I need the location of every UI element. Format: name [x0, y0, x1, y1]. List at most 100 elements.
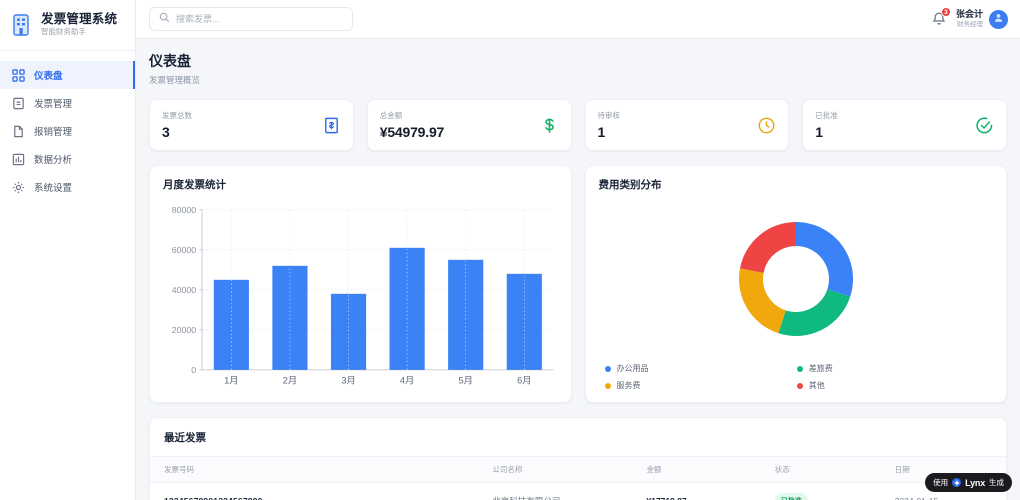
- dollar-sign-icon: [540, 116, 559, 135]
- legend-swatch: [796, 382, 803, 389]
- search-box[interactable]: [149, 7, 353, 32]
- sidebar-nav: 仪表盘 发票管理 报销管理: [0, 51, 135, 201]
- donut-slice: [739, 221, 796, 273]
- svg-text:5月: 5月: [459, 376, 473, 386]
- legend-label: 服务费: [616, 381, 641, 391]
- donut-legend: 办公用品 差旅费 服务费 其他: [599, 363, 994, 393]
- clock-icon: [757, 116, 776, 135]
- table-header-row: 发票号码 公司名称 金额 状态 日期: [150, 456, 1006, 484]
- legend-item-service-fee[interactable]: 服务费: [604, 380, 797, 391]
- sidebar: 发票管理系统 智能财务助手 仪表盘: [0, 0, 136, 500]
- legend-swatch: [604, 382, 611, 389]
- sidebar-item-label: 数据分析: [34, 155, 73, 166]
- topbar-right: 3 张会计 财务经理: [931, 7, 1008, 31]
- stat-card-total-amount[interactable]: 总金额 ¥54979.97: [366, 99, 572, 152]
- dashboard-content: 仪表盘 发票管理概览 发票总数 3: [136, 39, 1020, 500]
- donut-slice: [778, 289, 850, 336]
- sidebar-item-invoices[interactable]: 发票管理: [0, 89, 135, 117]
- lynx-logo-icon: [952, 478, 962, 487]
- legend-swatch: [604, 365, 611, 372]
- stat-card-total-invoices[interactable]: 发票总数 3: [149, 99, 354, 152]
- page-header: 仪表盘 发票管理概览: [149, 51, 1007, 86]
- bell-icon: [931, 12, 947, 31]
- user-role: 财务经理: [957, 21, 983, 29]
- stat-value: 1: [815, 124, 823, 141]
- column-header-status: 状态: [774, 456, 895, 484]
- watermark-prefix: 使用: [933, 478, 949, 487]
- stat-value: 3: [162, 124, 170, 141]
- svg-text:80000: 80000: [172, 205, 197, 215]
- cell-company: 北京科技有限公司: [492, 483, 646, 500]
- legend-label: 办公用品: [616, 364, 649, 374]
- user-menu[interactable]: 张会计 财务经理: [956, 9, 1008, 29]
- lynx-watermark: 使用 Lynx 生成: [925, 473, 1012, 492]
- cell-status: 已批准: [774, 483, 895, 500]
- legend-swatch: [796, 365, 803, 372]
- bar: [213, 280, 249, 371]
- invoice-icon: [12, 97, 25, 110]
- brand-title: 发票管理系统: [41, 12, 118, 26]
- search-input[interactable]: [176, 14, 343, 25]
- watermark-suffix: 生成: [989, 478, 1004, 487]
- sidebar-item-label: 仪表盘: [34, 71, 63, 82]
- search-icon: [159, 10, 170, 28]
- sidebar-item-label: 报销管理: [34, 127, 73, 138]
- svg-text:2月: 2月: [283, 376, 297, 386]
- chart-panels: 月度发票统计 0 20000 40000 60000 80000 1月 2月 3月 4月 5月 6月…: [149, 165, 1007, 404]
- table-row[interactable]: 12345678901234567890 北京科技有限公司 ¥17719.97 …: [150, 483, 1006, 500]
- stat-cards: 发票总数 3 总金额 ¥54979.97: [149, 99, 1007, 152]
- stat-value: 1: [597, 124, 606, 141]
- building-invoice-icon: [12, 13, 34, 37]
- watermark-name: Lynx: [965, 477, 985, 488]
- bar-chart-icon: [12, 153, 25, 166]
- stat-card-approved[interactable]: 已批准 1: [802, 99, 1007, 152]
- recent-invoices-title: 最近发票: [164, 432, 206, 445]
- panel-title: 费用类别分布: [598, 179, 662, 192]
- cell-invoice-number: 12345678901234567890: [150, 483, 492, 500]
- svg-text:0: 0: [191, 365, 196, 375]
- legend-item-other[interactable]: 其他: [796, 380, 989, 391]
- svg-text:3月: 3月: [341, 376, 355, 386]
- sidebar-item-dashboard[interactable]: 仪表盘: [0, 61, 135, 89]
- status-badge: 已批准: [774, 493, 808, 500]
- donut-slice: [795, 221, 853, 297]
- recent-invoices-table: 发票号码 公司名称 金额 状态 日期 12345678901234567890 …: [150, 456, 1006, 500]
- panel-expense-category-distribution: 费用类别分布 办公用品 差旅费: [584, 165, 1007, 404]
- column-header-amount: 金额: [646, 456, 775, 484]
- check-circle-icon: [975, 116, 994, 135]
- legend-item-office-supplies[interactable]: 办公用品: [604, 363, 797, 374]
- document-icon: [12, 125, 25, 138]
- recent-invoices-card: 最近发票 发票号码 公司名称 金额 状态 日期 12345678901: [149, 417, 1007, 500]
- sidebar-item-analytics[interactable]: 数据分析: [0, 145, 135, 173]
- column-header-number: 发票号码: [150, 456, 493, 484]
- sidebar-item-label: 发票管理: [34, 99, 73, 110]
- svg-text:20000: 20000: [172, 325, 197, 335]
- main-area: 3 张会计 财务经理: [136, 0, 1020, 500]
- stat-label: 总金额: [379, 111, 403, 121]
- svg-text:4月: 4月: [400, 376, 414, 386]
- receipt-dollar-icon: [322, 116, 341, 135]
- stat-label: 已批准: [815, 111, 838, 121]
- donut-slice: [738, 268, 786, 334]
- user-avatar-icon: [993, 10, 1004, 28]
- legend-item-travel[interactable]: 差旅费: [796, 363, 989, 374]
- panel-title: 月度发票统计: [163, 179, 226, 192]
- brand-subtitle: 智能财务助手: [41, 27, 86, 37]
- cell-amount: ¥17719.97: [646, 483, 774, 500]
- svg-text:1月: 1月: [224, 376, 238, 386]
- sidebar-item-label: 系统设置: [34, 183, 73, 194]
- stat-card-pending[interactable]: 待审核 1: [584, 99, 790, 152]
- bar: [272, 266, 308, 371]
- bar: [330, 294, 367, 371]
- sidebar-item-settings[interactable]: 系统设置: [0, 173, 135, 201]
- dashboard-grid-icon: [12, 68, 25, 82]
- brand: 发票管理系统 智能财务助手: [0, 0, 135, 51]
- topbar: 3 张会计 财务经理: [136, 0, 1020, 40]
- avatar[interactable]: [989, 9, 1008, 29]
- notifications-button[interactable]: 3: [931, 7, 951, 31]
- user-name: 张会计: [955, 9, 983, 20]
- sidebar-item-reimbursement[interactable]: 报销管理: [0, 117, 135, 145]
- stat-label: 待审核: [597, 111, 621, 121]
- donut-chart: [599, 192, 994, 363]
